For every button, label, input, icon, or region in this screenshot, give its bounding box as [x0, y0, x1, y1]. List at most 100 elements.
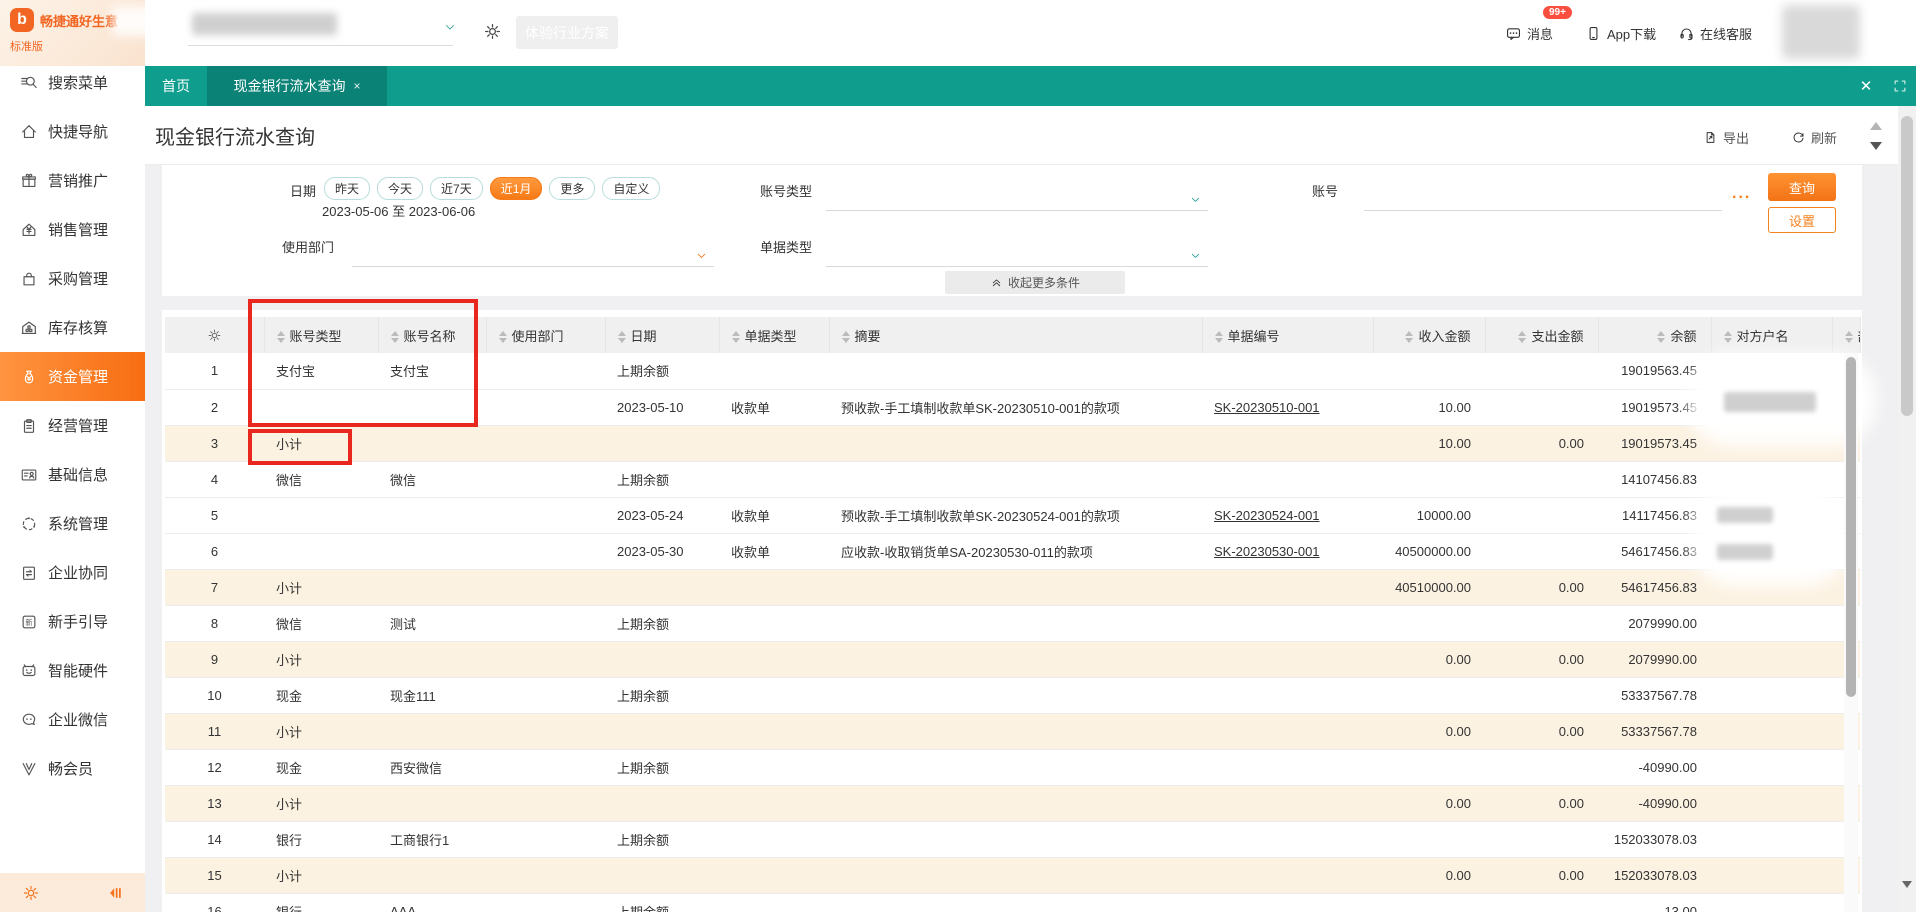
refresh-button[interactable]: 刷新	[1791, 128, 1837, 147]
column-header[interactable]: 收入金额	[1373, 317, 1486, 353]
chevron-down-icon[interactable]	[443, 20, 457, 34]
sort-icon[interactable]	[390, 331, 399, 344]
table-row[interactable]: 5 2023-05-24 收款单 预收款-手工填制收款单SK-20230524-001…	[165, 497, 1860, 534]
sort-icon[interactable]	[1405, 331, 1414, 344]
date-pill[interactable]: 近7天	[430, 177, 483, 200]
sort-icon[interactable]	[276, 331, 285, 344]
sort-icon[interactable]	[731, 331, 740, 344]
date-pill[interactable]: 自定义	[602, 177, 661, 200]
page-scrollbar-thumb[interactable]	[1901, 116, 1913, 416]
query-button[interactable]: 查询	[1768, 173, 1836, 201]
date-pill[interactable]: 更多	[549, 177, 596, 200]
date-range-value[interactable]: 2023-05-06 至 2023-06-06	[322, 204, 476, 219]
cell-dept	[486, 425, 605, 462]
company-selector-blur[interactable]	[192, 13, 337, 35]
sidebar-item-baseinfo[interactable]: 基础信息	[0, 450, 145, 499]
column-header[interactable]: 对方户名	[1711, 317, 1833, 353]
sort-icon[interactable]	[841, 331, 850, 344]
fullscreen-icon[interactable]	[1883, 66, 1916, 106]
sidebar-item-wechat[interactable]: 企业微信	[0, 695, 145, 744]
sidebar-item-guide[interactable]: 新 新手引导	[0, 597, 145, 646]
table-subtotal-row[interactable]: 3 小计 10.00 0.00 19019573.45	[165, 425, 1860, 462]
column-header[interactable]: 使用部门	[486, 317, 606, 353]
tab-home[interactable]: 首页	[162, 78, 190, 94]
account-input[interactable]	[1364, 187, 1722, 211]
table-row[interactable]: 4 微信 微信 上期余额 14107456.83	[165, 461, 1860, 498]
table-row[interactable]: 8 微信 测试 上期余额 2079990.00	[165, 605, 1860, 642]
table-subtotal-row[interactable]: 9 小计 0.00 0.00 2079990.00	[165, 641, 1860, 678]
department-select[interactable]	[352, 243, 714, 267]
sidebar-item-home[interactable]: 快捷导航	[0, 107, 145, 156]
doc-type-select[interactable]	[826, 243, 1208, 267]
table-row[interactable]: 1 支付宝 支付宝 上期余额 19019563.45	[165, 353, 1860, 390]
settings-button[interactable]: 设置	[1768, 207, 1836, 233]
date-pill[interactable]: 近1月	[489, 177, 543, 200]
tab-close-icon[interactable]: ×	[353, 79, 361, 93]
column-header[interactable]: 单据编号	[1202, 317, 1374, 353]
doc-number-link[interactable]: SK-20230530-001	[1214, 543, 1320, 559]
column-header[interactable]: 账号名称	[378, 317, 487, 353]
sidebar-item-hardware[interactable]: 智能硬件	[0, 646, 145, 695]
table-row[interactable]: 6 2023-05-30 收款单 应收款-收取销货单SA-20230530-011的款…	[165, 533, 1860, 570]
sidebar-item-purchase[interactable]: 采购管理	[0, 254, 145, 303]
sort-icon[interactable]	[498, 331, 507, 344]
table-subtotal-row[interactable]: 13 小计 0.00 0.00 -40990.00	[165, 785, 1860, 822]
table-subtotal-row[interactable]: 7 小计 40510000.00 0.00 54617456.83	[165, 569, 1860, 606]
sidebar-item-member[interactable]: 畅会员	[0, 744, 145, 793]
sort-icon[interactable]	[1844, 331, 1853, 344]
date-pill[interactable]: 昨天	[324, 177, 371, 200]
table-row[interactable]: 14 银行 工商银行1 上期余额 152033078.03	[165, 821, 1860, 858]
sidebar-item-operations[interactable]: 经营管理	[0, 401, 145, 450]
table-row[interactable]: 12 现金 西安微信 上期余额 -40990.00	[165, 749, 1860, 786]
sidebar-item-sales[interactable]: 销售管理	[0, 205, 145, 254]
tab-cash-bank-query[interactable]: 现金银行流水查询 ×	[207, 66, 387, 106]
gear-icon[interactable]	[483, 22, 502, 41]
sort-icon[interactable]	[617, 331, 626, 344]
member-icon	[20, 760, 38, 778]
sort-icon[interactable]	[1214, 331, 1223, 344]
column-settings-icon[interactable]	[207, 328, 222, 343]
collapse-sidebar-icon[interactable]	[107, 885, 123, 901]
trial-plan-button[interactable]: 体验行业方案	[516, 16, 618, 49]
column-header[interactable]: 账号类型	[264, 317, 379, 353]
column-header[interactable]: 部门	[1832, 317, 1861, 353]
column-header[interactable]: 日期	[605, 317, 720, 353]
page-scroll-up-icon[interactable]	[1870, 122, 1882, 130]
doc-number-link[interactable]: SK-20230524-001	[1214, 507, 1320, 523]
close-all-icon[interactable]: ✕	[1859, 78, 1873, 95]
account-type-select[interactable]	[826, 187, 1208, 211]
page-scrollbar-track[interactable]	[1898, 106, 1916, 912]
sidebar-item-system[interactable]: 系统管理	[0, 499, 145, 548]
column-header[interactable]: 单据类型	[719, 317, 830, 353]
column-header[interactable]: 余额	[1598, 317, 1712, 353]
avatar[interactable]	[1782, 5, 1860, 59]
online-service-button[interactable]: 在线客服	[1678, 0, 1752, 66]
sidebar-item-collab[interactable]: 企业协同	[0, 548, 145, 597]
scrollbar-down-arrow-icon[interactable]	[1902, 881, 1912, 888]
column-settings-header[interactable]	[165, 317, 265, 353]
page-scroll-down-icon[interactable]	[1870, 142, 1882, 150]
sidebar-item-gift[interactable]: 营销推广	[0, 156, 145, 205]
sort-icon[interactable]	[1657, 331, 1666, 344]
app-download-button[interactable]: App下载	[1585, 0, 1656, 66]
sidebar-item-funds[interactable]: 资金管理	[0, 352, 145, 401]
export-button[interactable]: 导出	[1703, 128, 1749, 147]
collapse-filters-button[interactable]: 收起更多条件	[945, 271, 1125, 294]
doc-number-link[interactable]: SK-20230510-001	[1214, 399, 1320, 415]
account-more-icon[interactable]: ...	[1732, 185, 1752, 202]
sort-icon[interactable]	[1518, 331, 1527, 344]
table-row[interactable]: 2 2023-05-10 收款单 预收款-手工填制收款单SK-20230510-001…	[165, 389, 1860, 426]
sidebar-item-inventory[interactable]: 库存核算	[0, 303, 145, 352]
table-row[interactable]: 10 现金 现金111 上期余额 53337567.78	[165, 677, 1860, 714]
sort-icon[interactable]	[1723, 331, 1732, 344]
table-subtotal-row[interactable]: 11 小计 0.00 0.00 53337567.78	[165, 713, 1860, 750]
table-scrollbar-thumb[interactable]	[1846, 357, 1856, 697]
date-pill[interactable]: 今天	[377, 177, 424, 200]
column-header[interactable]: 支出金额	[1485, 317, 1599, 353]
settings-gear-icon[interactable]	[22, 884, 40, 902]
table-row[interactable]: 16 银行 AAA 上期余额 13.00	[165, 893, 1860, 912]
sidebar-item-search[interactable]: 搜索菜单	[0, 58, 145, 107]
column-header[interactable]: 摘要	[829, 317, 1203, 353]
table-subtotal-row[interactable]: 15 小计 0.00 0.00 152033078.03	[165, 857, 1860, 894]
messages-button[interactable]: 消息	[1505, 0, 1553, 66]
